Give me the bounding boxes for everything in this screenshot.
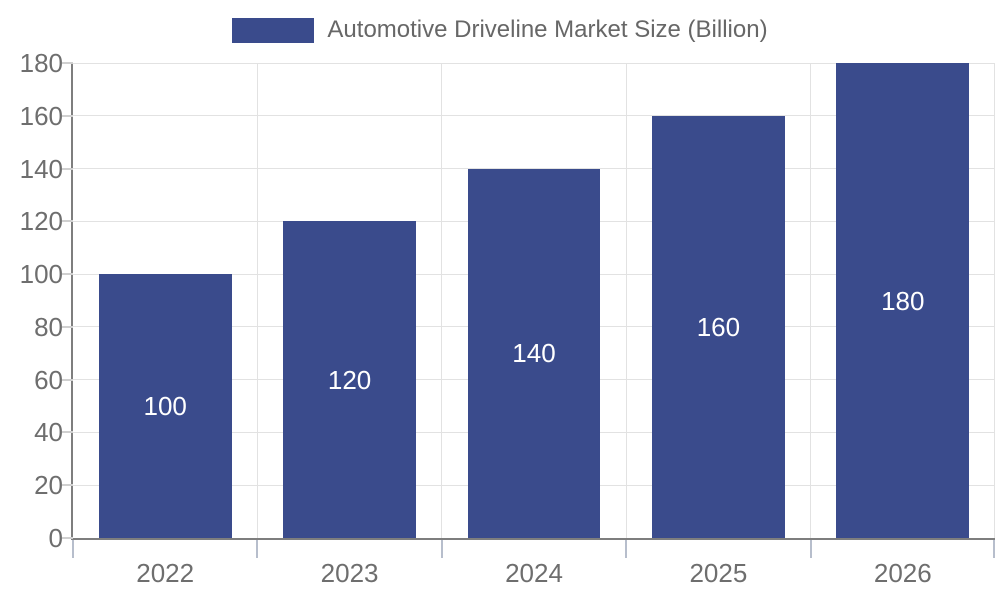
x-tick-label-2022: 2022 xyxy=(136,558,195,588)
y-tick-mark-60 xyxy=(62,378,73,381)
bar-2025[interactable] xyxy=(652,115,785,538)
x-tick-mark-1 xyxy=(256,540,259,558)
x-tick-label-2026: 2026 xyxy=(873,558,932,588)
x-tick-mark-0 xyxy=(72,540,74,558)
y-tick-mark-0 xyxy=(62,537,73,539)
x-tick-mark-4 xyxy=(809,540,812,558)
x-tick-label-2025: 2025 xyxy=(689,558,748,588)
y-tick-mark-120 xyxy=(62,220,73,223)
bar-value-label-2025: 160 xyxy=(696,311,741,342)
y-tick-mark-180 xyxy=(62,62,73,64)
v-gridline-2 xyxy=(441,63,443,538)
v-gridline-1 xyxy=(256,63,258,538)
y-tick-mark-80 xyxy=(62,325,73,328)
bar-2022[interactable] xyxy=(98,274,232,538)
x-tick-mark-2 xyxy=(440,540,443,558)
bar-2024[interactable] xyxy=(467,168,601,538)
y-tick-label-100: 100 xyxy=(19,259,63,290)
y-tick-label-40: 40 xyxy=(34,417,63,448)
y-tick-label-160: 160 xyxy=(19,100,63,131)
v-gridline-5 xyxy=(993,63,995,538)
y-tick-label-120: 120 xyxy=(19,206,63,237)
bar-2023[interactable] xyxy=(283,221,416,538)
plot-area: 100 120 140 160 180 xyxy=(71,62,995,540)
h-gridline-180 xyxy=(73,62,995,64)
bar-2026[interactable] xyxy=(836,63,970,538)
legend-label: Automotive Driveline Market Size (Billio… xyxy=(327,16,768,43)
x-tick-mark-5 xyxy=(993,540,995,558)
x-tick-label-2024: 2024 xyxy=(505,558,563,588)
x-tick-mark-3 xyxy=(625,540,628,558)
y-tick-label-80: 80 xyxy=(34,311,63,342)
bar-value-label-2022: 100 xyxy=(143,391,187,422)
bar-value-label-2023: 120 xyxy=(327,364,372,395)
y-tick-label-0: 0 xyxy=(48,523,63,553)
y-tick-label-140: 140 xyxy=(19,153,63,184)
y-tick-mark-40 xyxy=(62,431,73,434)
y-tick-mark-20 xyxy=(62,484,73,487)
y-tick-mark-160 xyxy=(62,114,73,117)
h-gridline-160 xyxy=(73,115,995,117)
y-tick-mark-140 xyxy=(62,167,73,170)
bar-value-label-2024: 140 xyxy=(512,338,556,369)
y-tick-mark-100 xyxy=(62,273,73,276)
v-gridline-3 xyxy=(625,63,627,538)
legend[interactable]: Automotive Driveline Market Size (Billio… xyxy=(0,16,1000,44)
x-tick-label-2023: 2023 xyxy=(320,558,379,588)
x-axis-line xyxy=(71,538,995,540)
legend-swatch xyxy=(232,17,315,43)
bar-value-label-2026: 180 xyxy=(881,285,925,316)
v-gridline-4 xyxy=(810,63,812,538)
y-tick-label-20: 20 xyxy=(34,470,63,501)
y-axis-line xyxy=(71,63,73,540)
y-tick-label-60: 60 xyxy=(34,364,63,395)
y-tick-label-180: 180 xyxy=(19,48,63,78)
